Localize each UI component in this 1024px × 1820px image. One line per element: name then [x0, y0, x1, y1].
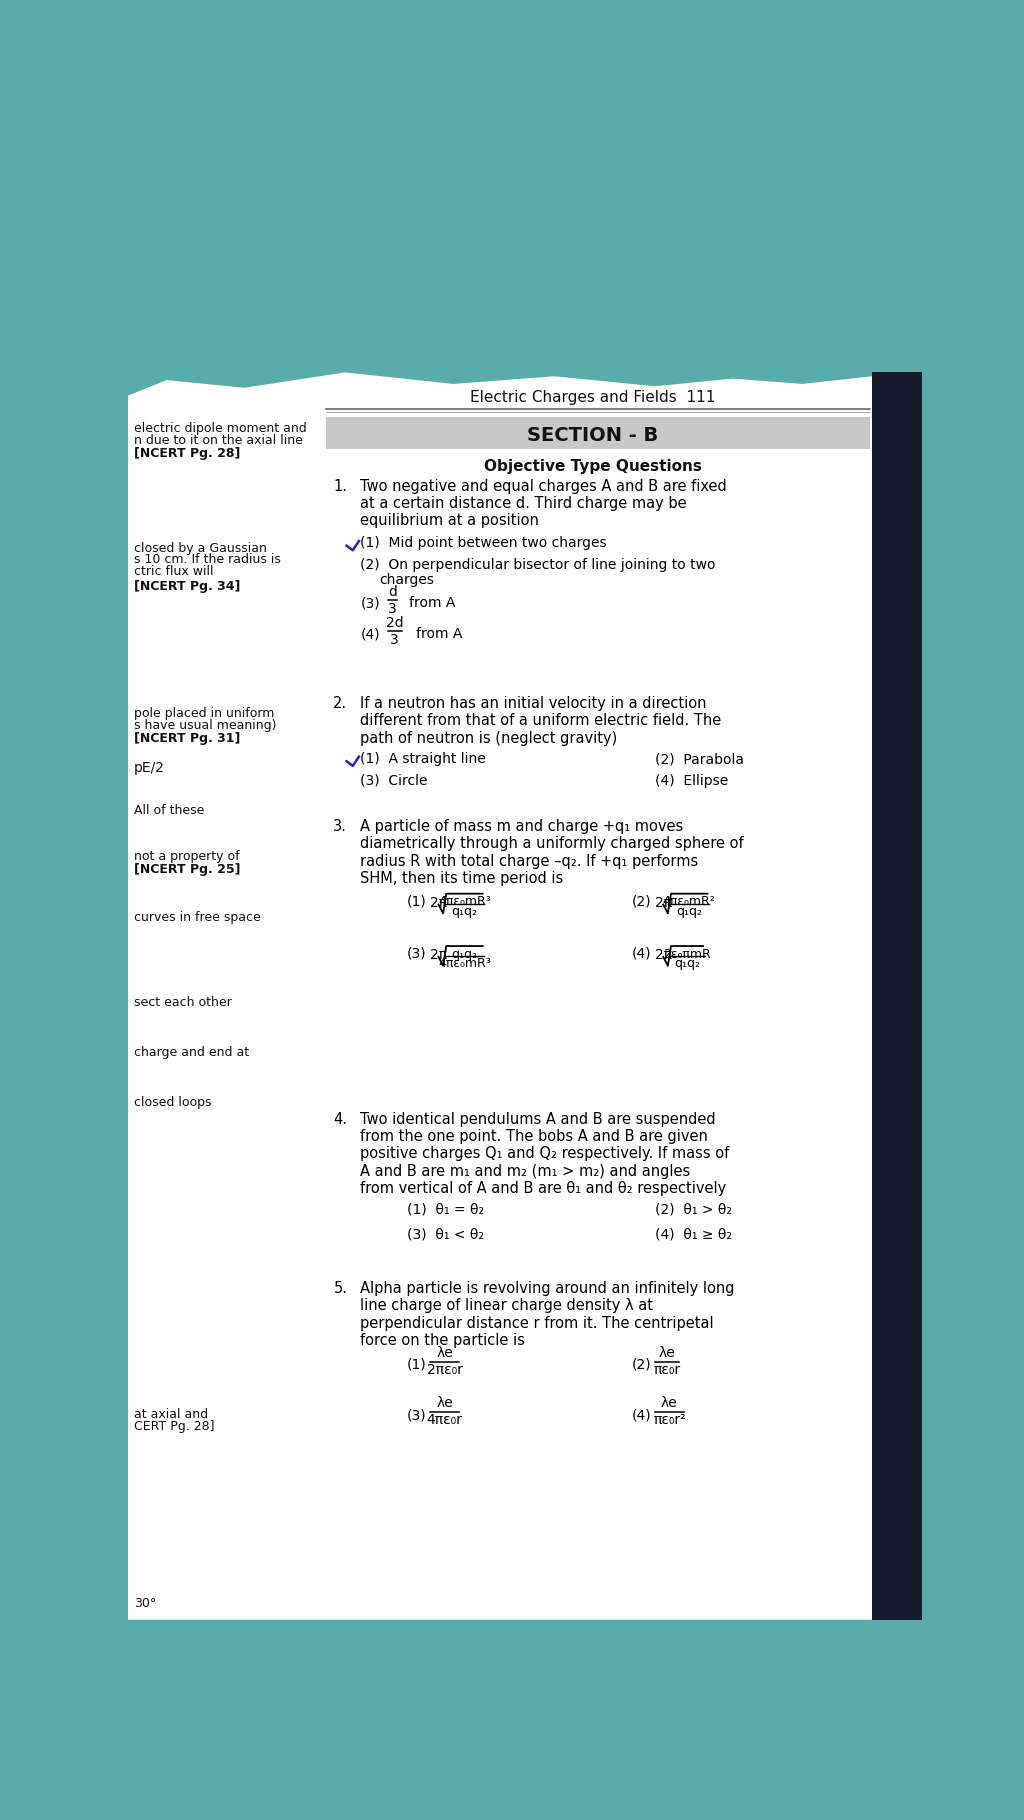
Text: (4)  Ellipse: (4) Ellipse — [655, 774, 728, 788]
Text: (2): (2) — [632, 894, 651, 908]
Text: [NCERT Pg. 34]: [NCERT Pg. 34] — [134, 581, 241, 593]
Text: (3): (3) — [407, 1409, 427, 1421]
Text: closed loops: closed loops — [134, 1096, 212, 1108]
Text: (4)  θ₁ ≥ θ₂: (4) θ₁ ≥ θ₂ — [655, 1227, 732, 1241]
Text: not a property of: not a property of — [134, 850, 240, 863]
Text: 5.: 5. — [334, 1281, 347, 1296]
Text: 4πε₀mR³: 4πε₀mR³ — [438, 957, 490, 970]
Text: 4πε₀mR³: 4πε₀mR³ — [438, 895, 490, 908]
Text: 30°: 30° — [134, 1596, 157, 1609]
Text: electric dipole moment and: electric dipole moment and — [134, 422, 307, 435]
Text: [NCERT Pg. 28]: [NCERT Pg. 28] — [134, 448, 241, 460]
Text: curves in free space: curves in free space — [134, 912, 261, 925]
Text: λe: λe — [436, 1347, 453, 1360]
Text: charges: charges — [379, 573, 434, 588]
Text: n due to it on the axial line: n due to it on the axial line — [134, 433, 303, 448]
Text: d: d — [388, 584, 396, 599]
Text: λe: λe — [660, 1396, 678, 1410]
Text: 2πε₀r: 2πε₀r — [427, 1363, 463, 1378]
Text: pole placed in uniform: pole placed in uniform — [134, 708, 274, 721]
Text: Two negative and equal charges A and B are fixed
at a certain distance d. Third : Two negative and equal charges A and B a… — [360, 479, 727, 528]
Text: (2): (2) — [632, 1358, 651, 1372]
Text: (1)  θ₁ = θ₂: (1) θ₁ = θ₂ — [407, 1203, 484, 1216]
Text: pE/2: pE/2 — [134, 761, 165, 775]
Text: Objective Type Questions: Objective Type Questions — [484, 459, 701, 475]
Text: (3)  Circle: (3) Circle — [360, 774, 428, 788]
Text: from A: from A — [416, 628, 462, 641]
Text: at axial and: at axial and — [134, 1409, 208, 1421]
Text: (3): (3) — [360, 597, 380, 610]
Text: s have usual meaning): s have usual meaning) — [134, 719, 276, 732]
Text: (4): (4) — [632, 946, 651, 961]
Text: 2π: 2π — [655, 948, 672, 963]
Text: 2d: 2d — [386, 615, 403, 630]
Polygon shape — [128, 218, 922, 1620]
Text: (1): (1) — [407, 1358, 427, 1372]
Text: Two identical pendulums A and B are suspended
from the one point. The bobs A and: Two identical pendulums A and B are susp… — [360, 1112, 730, 1196]
Text: from A: from A — [410, 597, 456, 610]
Text: (4): (4) — [632, 1409, 651, 1421]
Text: q₁q₂: q₁q₂ — [452, 948, 477, 961]
Text: (2)  On perpendicular bisector of line joining to two: (2) On perpendicular bisector of line jo… — [360, 559, 716, 571]
Text: If a neutron has an initial velocity in a direction
different from that of a uni: If a neutron has an initial velocity in … — [360, 695, 722, 746]
Text: 2π: 2π — [430, 895, 447, 910]
Text: CERT Pg. 28]: CERT Pg. 28] — [134, 1420, 215, 1432]
Polygon shape — [872, 373, 922, 1620]
Text: 3: 3 — [388, 602, 396, 615]
Text: 4πε₀mR²: 4πε₀mR² — [663, 895, 716, 908]
Text: q₁q₂: q₁q₂ — [674, 957, 700, 970]
Text: (1): (1) — [407, 894, 427, 908]
Text: All of these: All of these — [134, 804, 205, 817]
Text: SECTION - B: SECTION - B — [527, 426, 658, 446]
Text: q₁q₂: q₁q₂ — [676, 905, 702, 917]
Text: 4πε₀r: 4πε₀r — [427, 1414, 463, 1427]
Text: (2)  θ₁ > θ₂: (2) θ₁ > θ₂ — [655, 1203, 732, 1216]
Text: A particle of mass m and charge +q₁ moves
diametrically through a uniformly char: A particle of mass m and charge +q₁ move… — [360, 819, 744, 886]
Text: Electric Charges and Fields  111: Electric Charges and Fields 111 — [470, 389, 716, 404]
Text: (1)  A straight line: (1) A straight line — [360, 752, 486, 766]
Text: 4.: 4. — [334, 1112, 347, 1127]
Text: 3.: 3. — [334, 819, 347, 834]
Text: ctric flux will: ctric flux will — [134, 564, 214, 579]
Text: πε₀r²: πε₀r² — [653, 1414, 686, 1427]
Text: 1.: 1. — [334, 479, 347, 493]
Text: [NCERT Pg. 25]: [NCERT Pg. 25] — [134, 863, 241, 875]
Text: [NCERT Pg. 31]: [NCERT Pg. 31] — [134, 732, 241, 744]
Text: Alpha particle is revolving around an infinitely long
line charge of linear char: Alpha particle is revolving around an in… — [360, 1281, 735, 1349]
Text: 2ε₀πmR: 2ε₀πmR — [664, 948, 711, 961]
Text: λe: λe — [658, 1347, 675, 1360]
Text: (4): (4) — [360, 628, 380, 641]
Text: λe: λe — [436, 1396, 453, 1410]
Text: 2π: 2π — [430, 948, 447, 963]
Text: 2π: 2π — [655, 895, 672, 910]
Polygon shape — [128, 373, 922, 1620]
Polygon shape — [326, 417, 870, 450]
Text: closed by a Gaussian: closed by a Gaussian — [134, 542, 267, 555]
Text: (2)  Parabola: (2) Parabola — [655, 752, 744, 766]
Text: (1)  Mid point between two charges: (1) Mid point between two charges — [360, 537, 607, 550]
Text: q₁q₂: q₁q₂ — [452, 905, 477, 917]
Text: 2.: 2. — [334, 695, 347, 712]
Text: 3: 3 — [390, 633, 399, 646]
Text: sect each other: sect each other — [134, 996, 232, 1008]
Text: (3)  θ₁ < θ₂: (3) θ₁ < θ₂ — [407, 1227, 484, 1241]
Text: charge and end at: charge and end at — [134, 1046, 249, 1059]
Text: s 10 cm. If the radius is: s 10 cm. If the radius is — [134, 553, 281, 566]
Text: πε₀r: πε₀r — [653, 1363, 681, 1378]
Text: (3): (3) — [407, 946, 427, 961]
